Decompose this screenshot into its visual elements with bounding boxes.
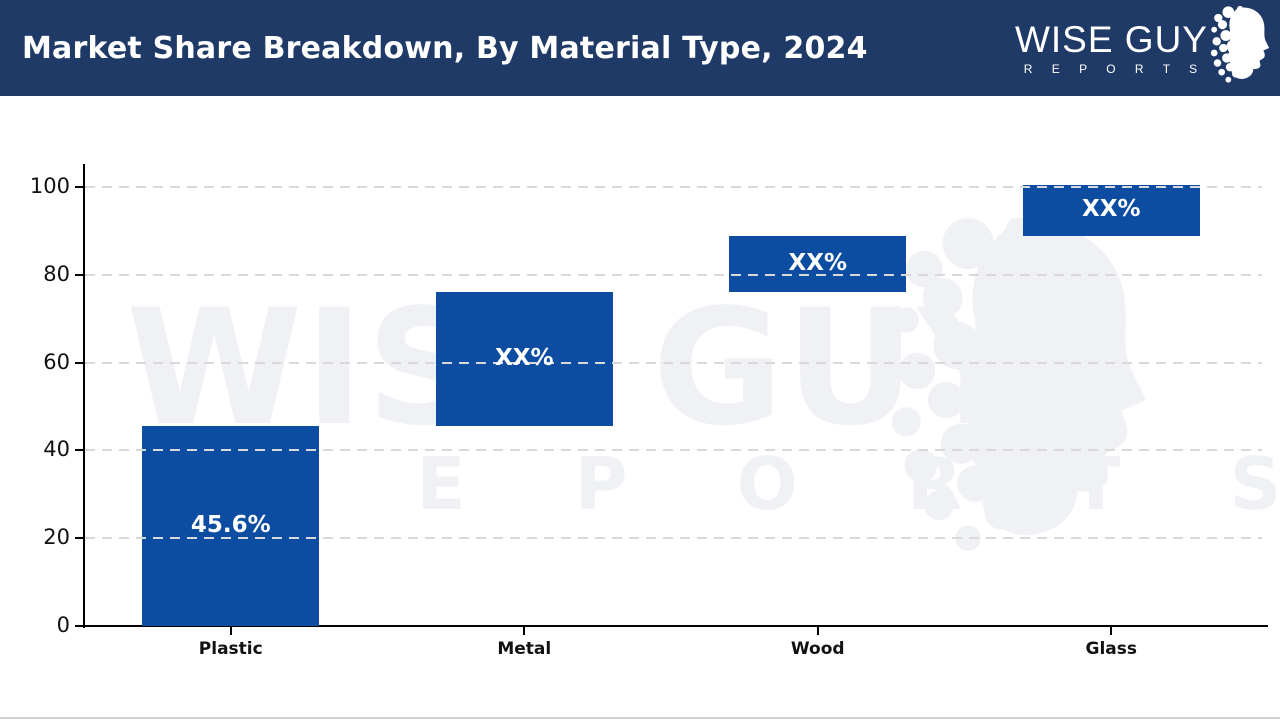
y-tick-mark [75,186,83,188]
x-axis-line [83,625,1268,627]
wiseguy-head-icon [1210,6,1270,83]
y-tick-label: 60 [43,349,70,374]
logo-wordmark-line1: WISE GUY [1014,18,1208,60]
bar-value-label: 45.6% [190,511,271,538]
x-tick-mark [523,627,526,635]
y-tick-label: 0 [56,613,70,637]
y-tick-mark [75,537,83,540]
gridline [85,186,1262,188]
y-tick-mark [75,449,83,452]
y-tick-label: 40 [43,437,70,462]
y-tick-label: 80 [43,261,70,286]
y-tick-label: 100 [29,174,70,198]
page-title: Market Share Breakdown, By Material Type… [22,30,868,66]
x-category-label: Glass [1085,639,1138,659]
y-tick-mark [75,273,83,276]
gridline [85,449,1262,452]
watermark-head-icon [891,218,1147,552]
x-tick-mark [816,627,819,635]
waterfall-bar [142,425,320,626]
bar-value-label: XX% [494,345,554,372]
header-bar: Market Share Breakdown, By Material Type… [0,0,1280,96]
watermark-text-line2: R E P O R T S [252,442,1280,526]
gridline [85,361,1262,364]
x-category-label: Metal [497,639,552,659]
bottom-border [0,717,1280,719]
bar-value-label: XX% [1081,196,1141,223]
x-category-label: Plastic [198,639,263,659]
wiseguy-logo: WISE GUY R E P O R T S [1015,6,1270,90]
y-axis-line [83,164,85,628]
gridline [85,537,1262,540]
logo-wordmark-line2: R E P O R T S [1023,61,1206,76]
gridline [85,273,1262,276]
x-tick-mark [1110,627,1113,635]
logo-wordmark: WISE GUY R E P O R T S [1015,21,1208,76]
y-tick-mark [75,625,83,627]
waterfall-bar [435,292,613,426]
y-tick-mark [75,361,83,364]
y-tick-label: 20 [43,525,70,550]
chart-area: WISE GUY R E P O R T S 0 20 40 60 80 100 45.6%… [0,96,1280,720]
waterfall-bar [1022,185,1200,236]
x-tick-mark [229,627,232,635]
x-category-label: Wood [790,639,845,659]
bar-value-label: XX% [788,250,847,277]
waterfall-bar [729,235,907,293]
